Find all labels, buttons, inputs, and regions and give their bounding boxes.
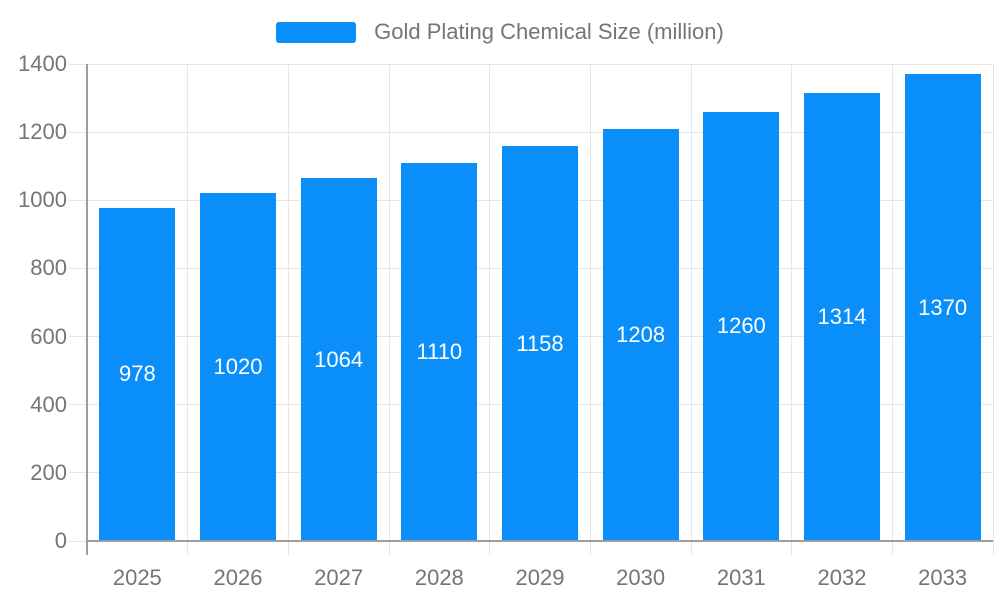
grid-line-vertical bbox=[589, 64, 591, 555]
y-tick-label: 200 bbox=[30, 459, 67, 485]
x-tick-label: 2027 bbox=[314, 565, 364, 590]
plot-area: 978 1020 1064 1110 1158 1208 1260 1314 1370 bbox=[69, 63, 994, 555]
grid-line-vertical bbox=[690, 64, 692, 555]
y-tick-label: 1000 bbox=[18, 187, 67, 213]
y-tick-label: 1400 bbox=[18, 51, 67, 76]
bar[interactable]: 1314 bbox=[804, 93, 880, 541]
y-tick-label: 0 bbox=[54, 528, 67, 553]
bar-value-label: 1158 bbox=[516, 330, 564, 356]
y-tick-label: 400 bbox=[30, 391, 67, 417]
grid-line-vertical bbox=[891, 64, 893, 555]
y-axis-tick bbox=[69, 404, 87, 406]
y-axis-tick bbox=[69, 63, 87, 65]
bar-value-label: 1260 bbox=[716, 313, 766, 339]
y-axis-tick bbox=[69, 199, 87, 201]
grid-line-vertical bbox=[791, 64, 793, 555]
x-tick-label: 2032 bbox=[817, 565, 867, 590]
grid-line-vertical bbox=[187, 64, 189, 555]
x-tick-label: 2030 bbox=[616, 565, 666, 590]
y-tick-label: 600 bbox=[30, 323, 67, 349]
grid-line-horizontal bbox=[87, 63, 993, 65]
bar-value-label: 1370 bbox=[918, 294, 968, 320]
bar[interactable]: 978 bbox=[99, 207, 176, 541]
x-tick-label: 2028 bbox=[414, 565, 464, 590]
legend-label: Gold Plating Chemical Size (million) bbox=[374, 19, 724, 44]
bar-value-label: 978 bbox=[118, 361, 156, 387]
y-axis-tick bbox=[69, 472, 87, 474]
x-axis-line bbox=[87, 540, 993, 542]
bar-value-label: 1020 bbox=[213, 354, 263, 380]
grid-line-vertical bbox=[992, 64, 994, 555]
y-axis-labels: 0 200 400 600 800 1000 1200 1400 bbox=[0, 53, 67, 552]
grid-line-horizontal bbox=[87, 131, 993, 133]
y-axis-tick bbox=[69, 336, 87, 338]
y-tick-label: 800 bbox=[30, 255, 67, 281]
bar-value-label: 1314 bbox=[817, 304, 867, 330]
bar-value-label: 1064 bbox=[314, 346, 364, 372]
bar-value-label: 1208 bbox=[616, 322, 666, 348]
grid-line-vertical bbox=[388, 64, 390, 555]
x-tick-label: 2033 bbox=[918, 565, 968, 590]
grid-line-vertical bbox=[287, 64, 289, 555]
x-tick-label: 2025 bbox=[112, 565, 162, 590]
y-axis-tick bbox=[69, 540, 87, 542]
x-axis-labels: 2025 2026 2027 2028 2029 2030 2031 2032 2033 bbox=[87, 555, 993, 595]
grid-line-vertical bbox=[489, 64, 491, 555]
x-tick-label: 2031 bbox=[716, 565, 766, 590]
y-axis-tick bbox=[69, 267, 87, 269]
bar[interactable]: 1370 bbox=[904, 74, 981, 541]
bar[interactable]: 1020 bbox=[200, 193, 276, 541]
x-tick-label: 2029 bbox=[515, 565, 565, 590]
bar[interactable]: 1158 bbox=[502, 146, 578, 541]
bar-value-label: 1110 bbox=[416, 338, 463, 364]
bar[interactable]: 1260 bbox=[703, 111, 780, 541]
bar[interactable]: 1064 bbox=[300, 178, 377, 541]
legend-swatch bbox=[276, 21, 357, 43]
x-tick-label: 2026 bbox=[213, 565, 263, 590]
y-tick-label: 1200 bbox=[18, 119, 67, 145]
bar[interactable]: 1208 bbox=[602, 129, 679, 541]
y-axis-line bbox=[86, 64, 88, 555]
y-axis-tick bbox=[69, 131, 87, 133]
bar[interactable]: 1110 bbox=[401, 162, 478, 541]
legend-item[interactable]: Gold Plating Chemical Size (million) bbox=[0, 12, 1000, 52]
